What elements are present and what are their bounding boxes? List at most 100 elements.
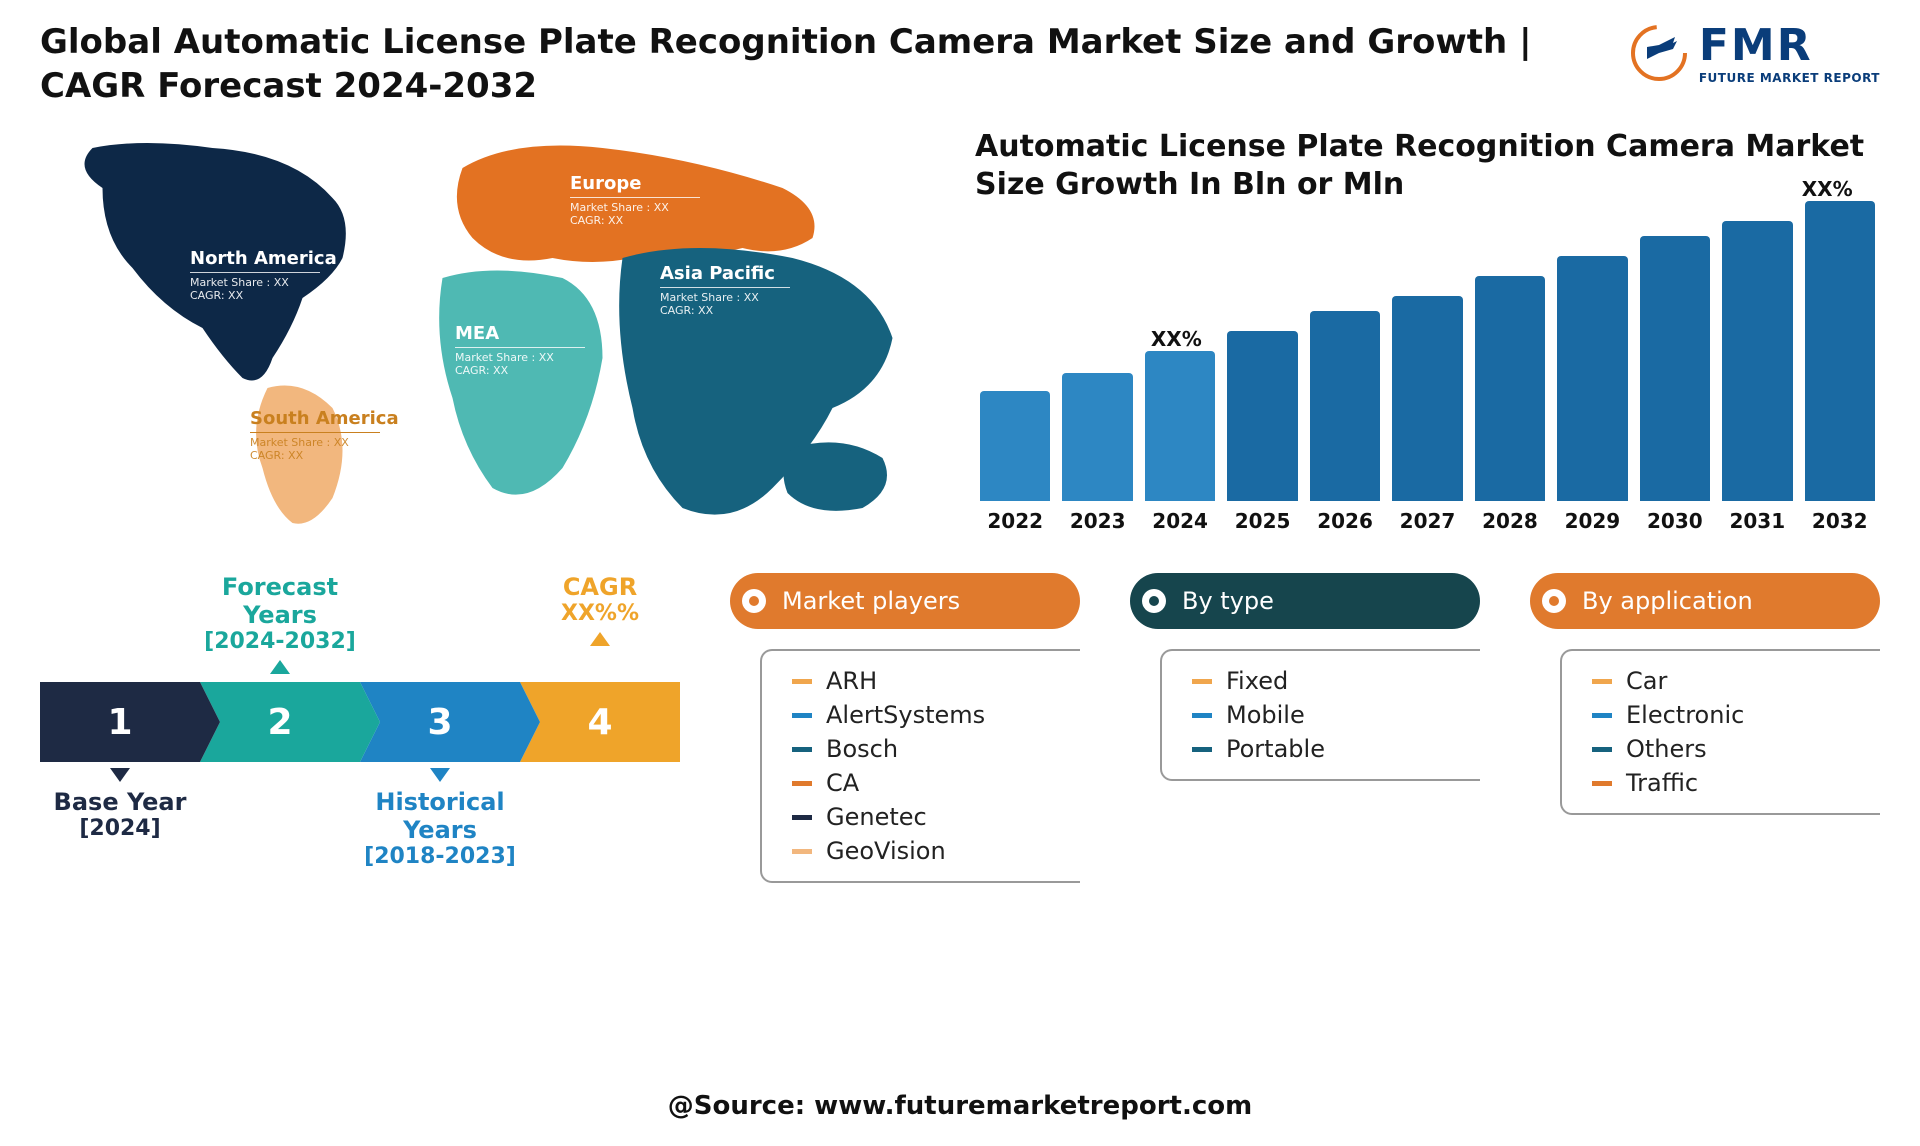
list-item: Portable bbox=[1192, 735, 1480, 763]
bar-2028: 2028 bbox=[1475, 276, 1545, 533]
bar-label: 2030 bbox=[1647, 509, 1703, 533]
bar-2032: 2032 bbox=[1805, 201, 1875, 533]
label-europe: Europe Market Share : XX CAGR: XX bbox=[570, 173, 700, 227]
bar-2031: 2031 bbox=[1722, 221, 1792, 533]
bar-label: 2028 bbox=[1482, 509, 1538, 533]
timeline-segment-3: 3 bbox=[360, 682, 520, 762]
bar-label: 2023 bbox=[1070, 509, 1126, 533]
logo: FMR FUTURE MARKET REPORT bbox=[1629, 20, 1880, 85]
logo-text: FMR bbox=[1699, 20, 1880, 71]
timeline-segment-4: 4 bbox=[520, 682, 680, 762]
list-item: AlertSystems bbox=[792, 701, 1080, 729]
swatch-icon bbox=[1192, 713, 1212, 718]
bar-label: 2025 bbox=[1235, 509, 1291, 533]
pct-label: XX% bbox=[1802, 177, 1853, 201]
label-mea: MEA Market Share : XX CAGR: XX bbox=[455, 323, 585, 377]
swatch-icon bbox=[1192, 679, 1212, 684]
bar-2025: 2025 bbox=[1227, 331, 1297, 533]
list-item: Bosch bbox=[792, 735, 1080, 763]
chart-title: Automatic License Plate Recognition Came… bbox=[975, 128, 1880, 203]
list-item: Electronic bbox=[1592, 701, 1880, 729]
pct-label: XX% bbox=[1151, 327, 1202, 351]
swatch-icon bbox=[792, 781, 812, 786]
timeline-segment-1: 1 bbox=[40, 682, 200, 762]
swatch-icon bbox=[1592, 781, 1612, 786]
list-item-label: ARH bbox=[826, 667, 877, 695]
bar-label: 2022 bbox=[987, 509, 1043, 533]
swatch-icon bbox=[792, 713, 812, 718]
category-title: Market players bbox=[782, 587, 960, 615]
bar-label: 2026 bbox=[1317, 509, 1373, 533]
region-asia-pacific-aus bbox=[784, 443, 888, 511]
logo-subtext: FUTURE MARKET REPORT bbox=[1699, 71, 1880, 85]
bar-label: 2024 bbox=[1152, 509, 1208, 533]
category-title: By application bbox=[1582, 587, 1753, 615]
swatch-icon bbox=[1192, 747, 1212, 752]
list-item: Fixed bbox=[1192, 667, 1480, 695]
list-item-label: Genetec bbox=[826, 803, 927, 831]
list-item: Mobile bbox=[1192, 701, 1480, 729]
category-pill: By type bbox=[1130, 573, 1480, 629]
list-item-label: CA bbox=[826, 769, 859, 797]
list-item-label: AlertSystems bbox=[826, 701, 985, 729]
list-item-label: Bosch bbox=[826, 735, 898, 763]
region-mea bbox=[439, 271, 602, 495]
list-item: GeoVision bbox=[792, 837, 1080, 865]
list-item: CA bbox=[792, 769, 1080, 797]
timeline-annotation: Historical Years[2018-2023] bbox=[360, 788, 520, 869]
list-item-label: Mobile bbox=[1226, 701, 1305, 729]
dot-icon bbox=[742, 589, 766, 613]
list-item-label: Electronic bbox=[1626, 701, 1744, 729]
list-item-label: Portable bbox=[1226, 735, 1325, 763]
list-item: Others bbox=[1592, 735, 1880, 763]
swatch-icon bbox=[792, 679, 812, 684]
bar-label: 2032 bbox=[1812, 509, 1868, 533]
label-north-america: North America Market Share : XX CAGR: XX bbox=[190, 248, 337, 302]
bar-2030: 2030 bbox=[1640, 236, 1710, 533]
category-pill: Market players bbox=[730, 573, 1080, 629]
source-line: @Source: www.futuremarketreport.com bbox=[0, 1091, 1920, 1121]
timeline-annotation: Base Year[2024] bbox=[40, 788, 200, 841]
category-pill: By application bbox=[1530, 573, 1880, 629]
bar-label: 2027 bbox=[1400, 509, 1456, 533]
dot-icon bbox=[1142, 589, 1166, 613]
dot-icon bbox=[1542, 589, 1566, 613]
page-title: Global Automatic License Plate Recogniti… bbox=[40, 20, 1540, 108]
list-item: Traffic bbox=[1592, 769, 1880, 797]
binoculars-icon bbox=[1629, 23, 1689, 83]
swatch-icon bbox=[1592, 747, 1612, 752]
bar-2024: 2024 bbox=[1145, 351, 1215, 533]
bar-2022: 2022 bbox=[980, 391, 1050, 533]
world-map: North America Market Share : XX CAGR: XX… bbox=[40, 128, 945, 528]
list-item-label: Others bbox=[1626, 735, 1707, 763]
timeline-annotation: CAGRXX%% bbox=[520, 573, 680, 626]
bar-2026: 2026 bbox=[1310, 311, 1380, 533]
timeline: Forecast Years[2024-2032] CAGRXX%% 1234 B… bbox=[40, 573, 680, 869]
list-item: ARH bbox=[792, 667, 1080, 695]
swatch-icon bbox=[1592, 713, 1612, 718]
swatch-icon bbox=[792, 815, 812, 820]
category-by-type: By type Fixed Mobile Portable bbox=[1130, 573, 1480, 781]
bar-2027: 2027 bbox=[1392, 296, 1462, 533]
category-title: By type bbox=[1182, 587, 1274, 615]
label-asia-pacific: Asia Pacific Market Share : XX CAGR: XX bbox=[660, 263, 790, 317]
label-south-america: South America Market Share : XX CAGR: XX bbox=[250, 408, 399, 462]
list-item: Car bbox=[1592, 667, 1880, 695]
list-item-label: GeoVision bbox=[826, 837, 946, 865]
bar-2029: 2029 bbox=[1557, 256, 1627, 533]
list-item-label: Car bbox=[1626, 667, 1667, 695]
timeline-segment-2: 2 bbox=[200, 682, 360, 762]
swatch-icon bbox=[1592, 679, 1612, 684]
list-item: Genetec bbox=[792, 803, 1080, 831]
timeline-annotation: Forecast Years[2024-2032] bbox=[200, 573, 360, 654]
bar-chart: Automatic License Plate Recognition Came… bbox=[975, 128, 1880, 533]
bar-2023: 2023 bbox=[1062, 373, 1132, 533]
swatch-icon bbox=[792, 849, 812, 854]
list-item-label: Fixed bbox=[1226, 667, 1288, 695]
bar-label: 2029 bbox=[1565, 509, 1621, 533]
category-by-application: By application Car Electronic Others Traffic bbox=[1530, 573, 1880, 815]
bar-label: 2031 bbox=[1729, 509, 1785, 533]
category-market-players: Market players ARH AlertSystems Bosch CA Gene… bbox=[730, 573, 1080, 883]
swatch-icon bbox=[792, 747, 812, 752]
list-item-label: Traffic bbox=[1626, 769, 1698, 797]
